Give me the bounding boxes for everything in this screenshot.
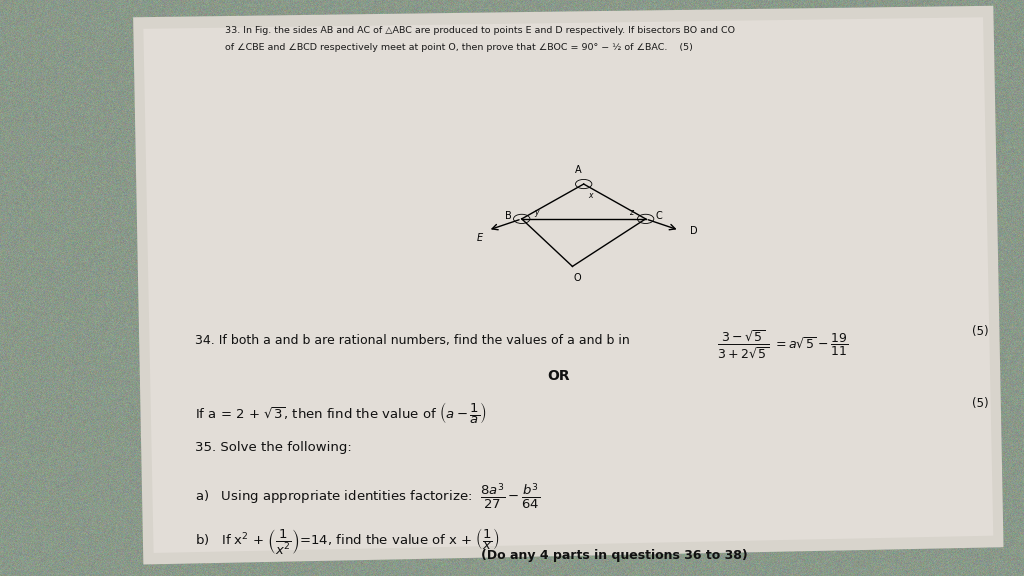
Text: OR: OR <box>547 369 569 382</box>
Text: (5): (5) <box>972 397 988 411</box>
Text: z: z <box>630 207 633 217</box>
Polygon shape <box>133 6 1004 564</box>
Text: B: B <box>505 211 511 221</box>
Text: 33. In Fig. the sides AB and AC of △ABC are produced to points E and D respectiv: 33. In Fig. the sides AB and AC of △ABC … <box>225 26 735 35</box>
Text: b)   If x$^2$ + $\left(\dfrac{1}{x^2}\right)$=14, find the value of x + $\left(\: b) If x$^2$ + $\left(\dfrac{1}{x^2}\righ… <box>195 527 499 557</box>
Text: D: D <box>690 226 697 236</box>
Text: C: C <box>655 211 663 221</box>
Text: O: O <box>573 274 582 283</box>
Text: 35. Solve the following:: 35. Solve the following: <box>195 441 351 454</box>
Text: If a = 2 + $\sqrt{3}$, then find the value of $\left(a - \dfrac{1}{a}\right)$: If a = 2 + $\sqrt{3}$, then find the val… <box>195 400 486 426</box>
Text: (Do any 4 parts in questions 36 to 38): (Do any 4 parts in questions 36 to 38) <box>481 548 748 562</box>
Text: 34. If both a and b are rational numbers, find the values of a and b in: 34. If both a and b are rational numbers… <box>195 334 630 347</box>
Text: $\dfrac{3-\sqrt{5}}{3+2\sqrt{5}}$ $= a\sqrt{5} - \dfrac{19}{11}$: $\dfrac{3-\sqrt{5}}{3+2\sqrt{5}}$ $= a\s… <box>717 328 848 360</box>
Text: y: y <box>535 207 539 217</box>
Text: of ∠CBE and ∠BCD respectively meet at point O, then prove that ∠BOC = 90° − ½ of: of ∠CBE and ∠BCD respectively meet at po… <box>225 43 693 52</box>
Polygon shape <box>143 17 993 553</box>
Text: (5): (5) <box>972 325 988 339</box>
Text: A: A <box>575 165 582 175</box>
Text: E: E <box>477 233 482 243</box>
Text: a)   Using appropriate identities factorize:  $\dfrac{8a^3}{27} - \dfrac{b^3}{64: a) Using appropriate identities factoriz… <box>195 481 540 511</box>
Text: x: x <box>588 191 592 200</box>
